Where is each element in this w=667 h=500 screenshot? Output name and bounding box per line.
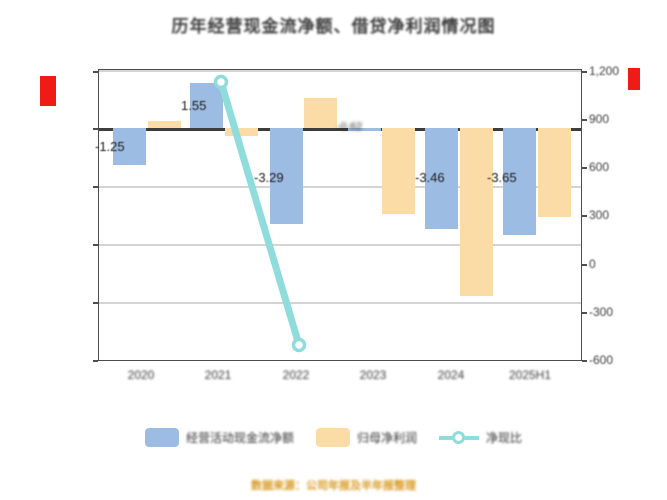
x-tick-2020: 2020 xyxy=(127,368,155,382)
bar-profit-2022[interactable] xyxy=(304,98,337,128)
zero-line xyxy=(99,128,581,131)
y-right-tick-2: 600 xyxy=(589,160,610,174)
legend-swatch-cashflow-icon xyxy=(144,428,179,447)
plot-area xyxy=(98,69,582,361)
bar-cashflow-2020[interactable] xyxy=(113,128,146,165)
chart-title: 历年经营现金流净额、借贷净利润情况图 xyxy=(171,17,496,36)
data-label-cashflow-2024: -3.46 xyxy=(415,170,445,185)
legend-swatch-profit-icon xyxy=(315,428,350,447)
bar-profit-2021[interactable] xyxy=(225,128,258,136)
y-right-tick-6: -600 xyxy=(589,353,614,367)
legend-label-net-cash-ratio: 净现比 xyxy=(486,431,523,445)
legend-label-cashflow: 经营活动现金流净额 xyxy=(185,431,294,445)
legend-label-profit: 归母净利润 xyxy=(356,431,417,445)
gridline-2 xyxy=(99,70,581,72)
legend-line-marker-icon xyxy=(439,428,479,447)
x-tick-2023: 2023 xyxy=(359,368,387,382)
y-right-tick-5: -300 xyxy=(589,305,614,319)
y-right-tick-3: 300 xyxy=(589,208,610,222)
gridline-minus2 xyxy=(99,186,581,188)
data-label-profit-2023: -0.62 xyxy=(337,121,363,133)
y-right-tick-0: 1,200 xyxy=(589,64,620,78)
x-tick-2025h1: 2025H1 xyxy=(508,368,552,382)
bar-profit-2025h1[interactable] xyxy=(538,128,571,217)
legend-item-profit[interactable]: 归母净利润 xyxy=(315,428,417,447)
bar-cashflow-2025h1[interactable] xyxy=(503,128,536,235)
legend-item-net-cash-ratio[interactable]: 净现比 xyxy=(439,428,522,447)
left-axis-unit-marker xyxy=(40,76,56,106)
data-label-cashflow-2021: 1.55 xyxy=(181,98,207,113)
bar-profit-2020[interactable] xyxy=(148,121,181,128)
bar-profit-2023[interactable] xyxy=(382,128,415,214)
x-tick-2022: 2022 xyxy=(282,368,310,382)
y-right-tick-1: 900 xyxy=(589,112,610,126)
gridline-minus6 xyxy=(99,302,581,304)
right-axis-unit-marker xyxy=(628,68,640,90)
data-label-cashflow-2020: -1.25 xyxy=(95,139,125,154)
x-tick-2021: 2021 xyxy=(204,368,232,382)
chart-legend: 经营活动现金流净额 归母净利润 净现比 xyxy=(0,428,667,447)
y-right-tick-4: 0 xyxy=(589,257,596,271)
legend-item-cashflow[interactable]: 经营活动现金流净额 xyxy=(144,428,294,447)
gridline-minus4 xyxy=(99,244,581,246)
footer-watermark: 数据来源：公司年报及半年报整理 xyxy=(251,480,416,492)
bar-cashflow-2024[interactable] xyxy=(425,128,458,229)
data-label-cashflow-2025h1: -3.65 xyxy=(487,170,517,185)
data-label-cashflow-2022: -3.29 xyxy=(254,170,284,185)
x-tick-2024: 2024 xyxy=(437,368,465,382)
bar-profit-2024[interactable] xyxy=(460,128,493,296)
bar-cashflow-2023[interactable] xyxy=(348,128,381,131)
